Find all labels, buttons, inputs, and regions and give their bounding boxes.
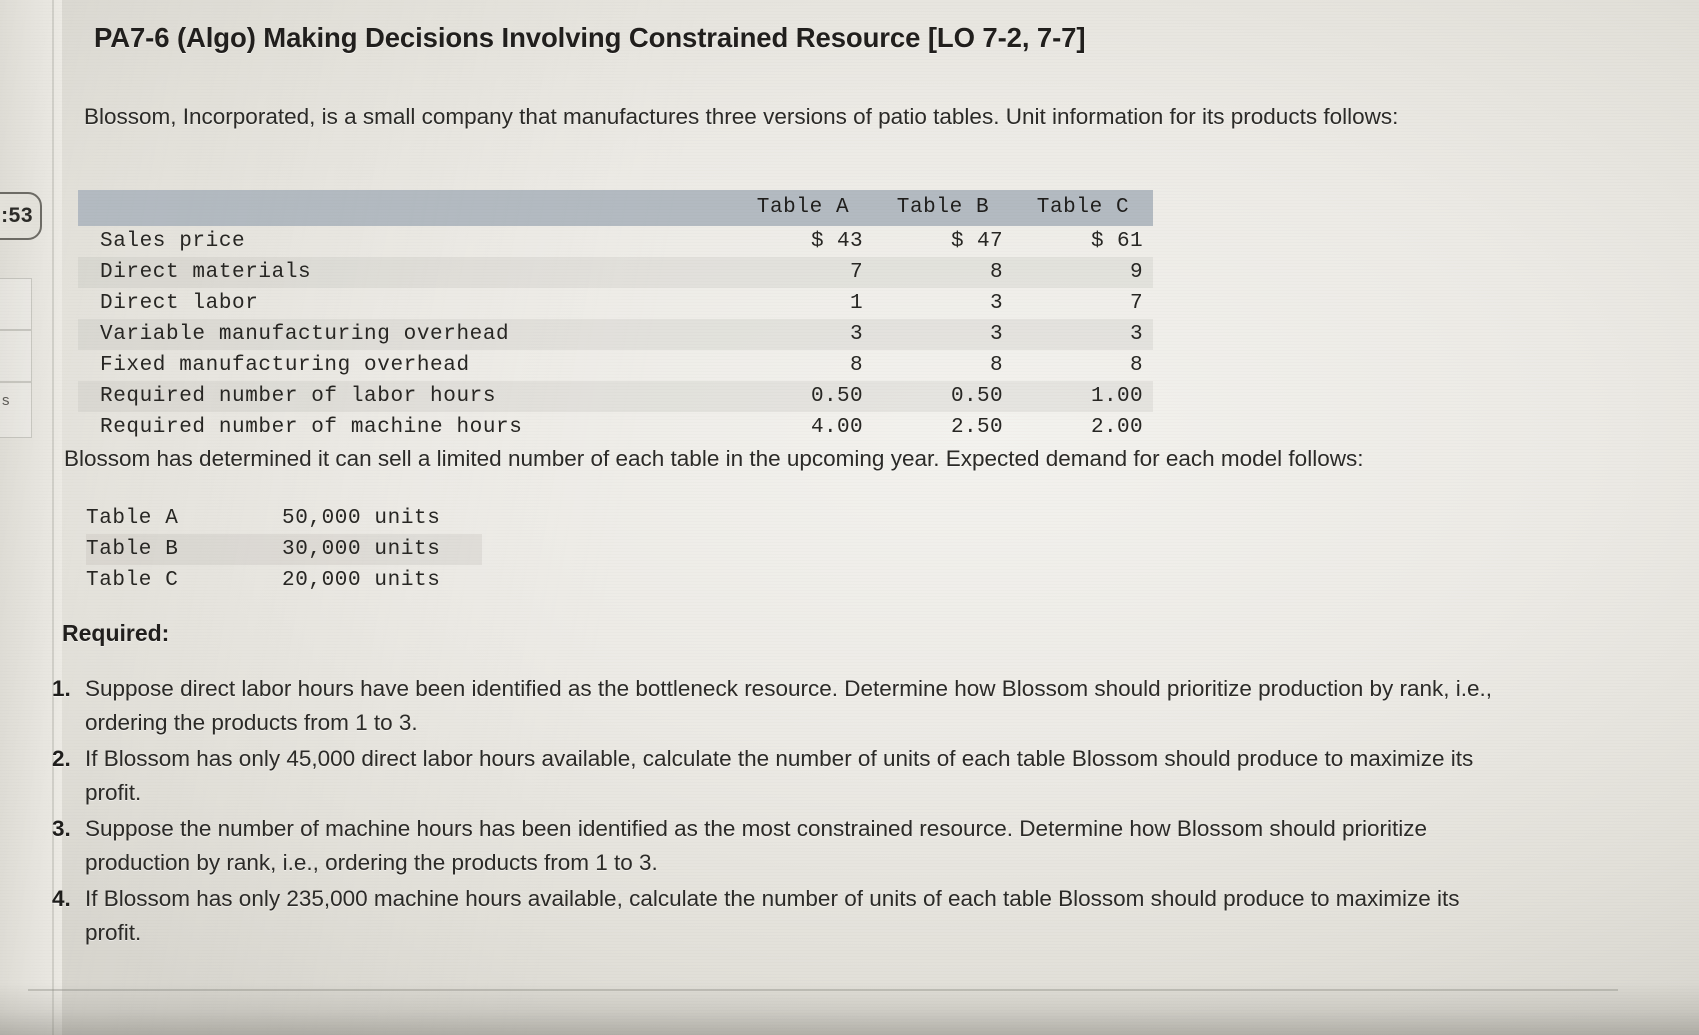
left-gutter (0, 0, 62, 1035)
unit-table-rowlabel-header (78, 190, 733, 226)
cell-direct-labor-c: 7 (1129, 292, 1143, 315)
cell-direct-labor-a: 1 (849, 292, 863, 315)
table-row: Fixed manufacturing overhead 8 8 8 (78, 350, 1153, 381)
timer-badge: :53 (0, 192, 42, 240)
list-item: Table C 20,000 units (86, 565, 482, 596)
unit-table-head: Table A Table B Table C (78, 190, 1153, 226)
row-label-fixed-moh: Fixed manufacturing overhead (100, 354, 470, 377)
cell-machine-hours-b: 2.50 (950, 416, 1003, 439)
table-row: Sales price $ 43 $ 47 $ 61 (78, 226, 1153, 257)
cell-labor-hours-a: 0.50 (810, 385, 863, 408)
demand-value-table-a: 50,000 units (282, 507, 441, 530)
required-list: 1. Suppose direct labor hours have been … (48, 672, 1498, 952)
required-item-1-text: Suppose direct labor hours have been ide… (85, 676, 1493, 735)
column-header-table-c: Table C (1013, 190, 1153, 226)
timer-label: :53 (1, 204, 33, 227)
demand-label-table-b: Table B (86, 538, 179, 561)
demand-value-table-c: 20,000 units (282, 569, 441, 592)
row-label-variable-moh: Variable manufacturing overhead (100, 323, 510, 346)
cell-direct-materials-c: 9 (1129, 261, 1143, 284)
cell-sales-price-c: $ 61 (1090, 230, 1143, 253)
row-label-direct-materials: Direct materials (100, 261, 312, 284)
demand-label-table-c: Table C (86, 569, 179, 592)
gutter-divider (52, 0, 54, 1035)
page-title: PA7-6 (Algo) Making Decisions Involving … (94, 22, 1086, 53)
cell-machine-hours-c: 2.00 (1090, 416, 1143, 439)
cell-direct-materials-b: 8 (989, 261, 1003, 284)
demand-value-table-b: 30,000 units (282, 538, 441, 561)
cell-fixed-moh-b: 8 (989, 354, 1003, 377)
cell-direct-materials-a: 7 (849, 261, 863, 284)
unit-table-header-row: Table A Table B Table C (78, 190, 1153, 226)
list-item: Table B 30,000 units (86, 534, 482, 565)
required-item-4-text: If Blossom has only 235,000 machine hour… (85, 886, 1460, 945)
required-item-3-number: 3. (52, 816, 71, 841)
column-header-table-b: Table B (873, 190, 1013, 226)
required-heading: Required: (62, 620, 170, 646)
cell-direct-labor-b: 3 (989, 292, 1003, 315)
cell-variable-moh-a: 3 (849, 323, 863, 346)
demand-table-body: Table A 50,000 units Table B 30,000 unit… (86, 503, 482, 596)
column-header-table-a: Table A (733, 190, 873, 226)
cell-sales-price-a: $ 43 (810, 230, 863, 253)
margin-ghost-box-1 (0, 278, 32, 330)
required-item-3-text: Suppose the number of machine hours has … (85, 816, 1427, 875)
cell-sales-price-b: $ 47 (950, 230, 1003, 253)
required-item-1: 1. Suppose direct labor hours have been … (48, 672, 1498, 740)
required-item-4-number: 4. (52, 886, 71, 911)
page-bottom-shadow (0, 983, 1699, 1035)
intro-paragraph: Blossom, Incorporated, is a small compan… (84, 104, 1399, 129)
row-label-labor-hours: Required number of labor hours (100, 385, 497, 408)
required-item-4: 4. If Blossom has only 235,000 machine h… (48, 882, 1498, 950)
margin-ghost-box-3 (0, 382, 32, 438)
row-label-machine-hours: Required number of machine hours (100, 416, 523, 439)
table-row: Direct labor 1 3 7 (78, 288, 1153, 319)
cell-fixed-moh-a: 8 (849, 354, 863, 377)
table-row: Variable manufacturing overhead 3 3 3 (78, 319, 1153, 350)
required-item-2-text: If Blossom has only 45,000 direct labor … (85, 746, 1474, 805)
unit-information-table: Table A Table B Table C Sales price $ 43… (78, 190, 1153, 443)
margin-ghost-box-2 (0, 330, 32, 382)
cell-labor-hours-b: 0.50 (950, 385, 1003, 408)
required-item-3: 3. Suppose the number of machine hours h… (48, 812, 1498, 880)
table-row: Required number of machine hours 4.00 2.… (78, 412, 1153, 443)
cell-machine-hours-a: 4.00 (810, 416, 863, 439)
table-row: Required number of labor hours 0.50 0.50… (78, 381, 1153, 412)
required-item-2-number: 2. (52, 746, 71, 771)
margin-ghost-text: s (2, 392, 10, 409)
page-bottom-rule (28, 989, 1618, 991)
row-label-direct-labor: Direct labor (100, 292, 259, 315)
required-item-1-number: 1. (52, 676, 71, 701)
demand-label-table-a: Table A (86, 507, 179, 530)
table-row: Direct materials 7 8 9 (78, 257, 1153, 288)
list-item: Table A 50,000 units (86, 503, 482, 534)
cell-fixed-moh-c: 8 (1129, 354, 1143, 377)
unit-table-body: Sales price $ 43 $ 47 $ 61 Direct materi… (78, 226, 1153, 443)
demand-paragraph: Blossom has determined it can sell a lim… (64, 446, 1364, 471)
expected-demand-table: Table A 50,000 units Table B 30,000 unit… (86, 503, 482, 596)
row-label-sales-price: Sales price (100, 230, 246, 253)
cell-variable-moh-b: 3 (989, 323, 1003, 346)
cell-variable-moh-c: 3 (1129, 323, 1143, 346)
required-item-2: 2. If Blossom has only 45,000 direct lab… (48, 742, 1498, 810)
cell-labor-hours-c: 1.00 (1090, 385, 1143, 408)
